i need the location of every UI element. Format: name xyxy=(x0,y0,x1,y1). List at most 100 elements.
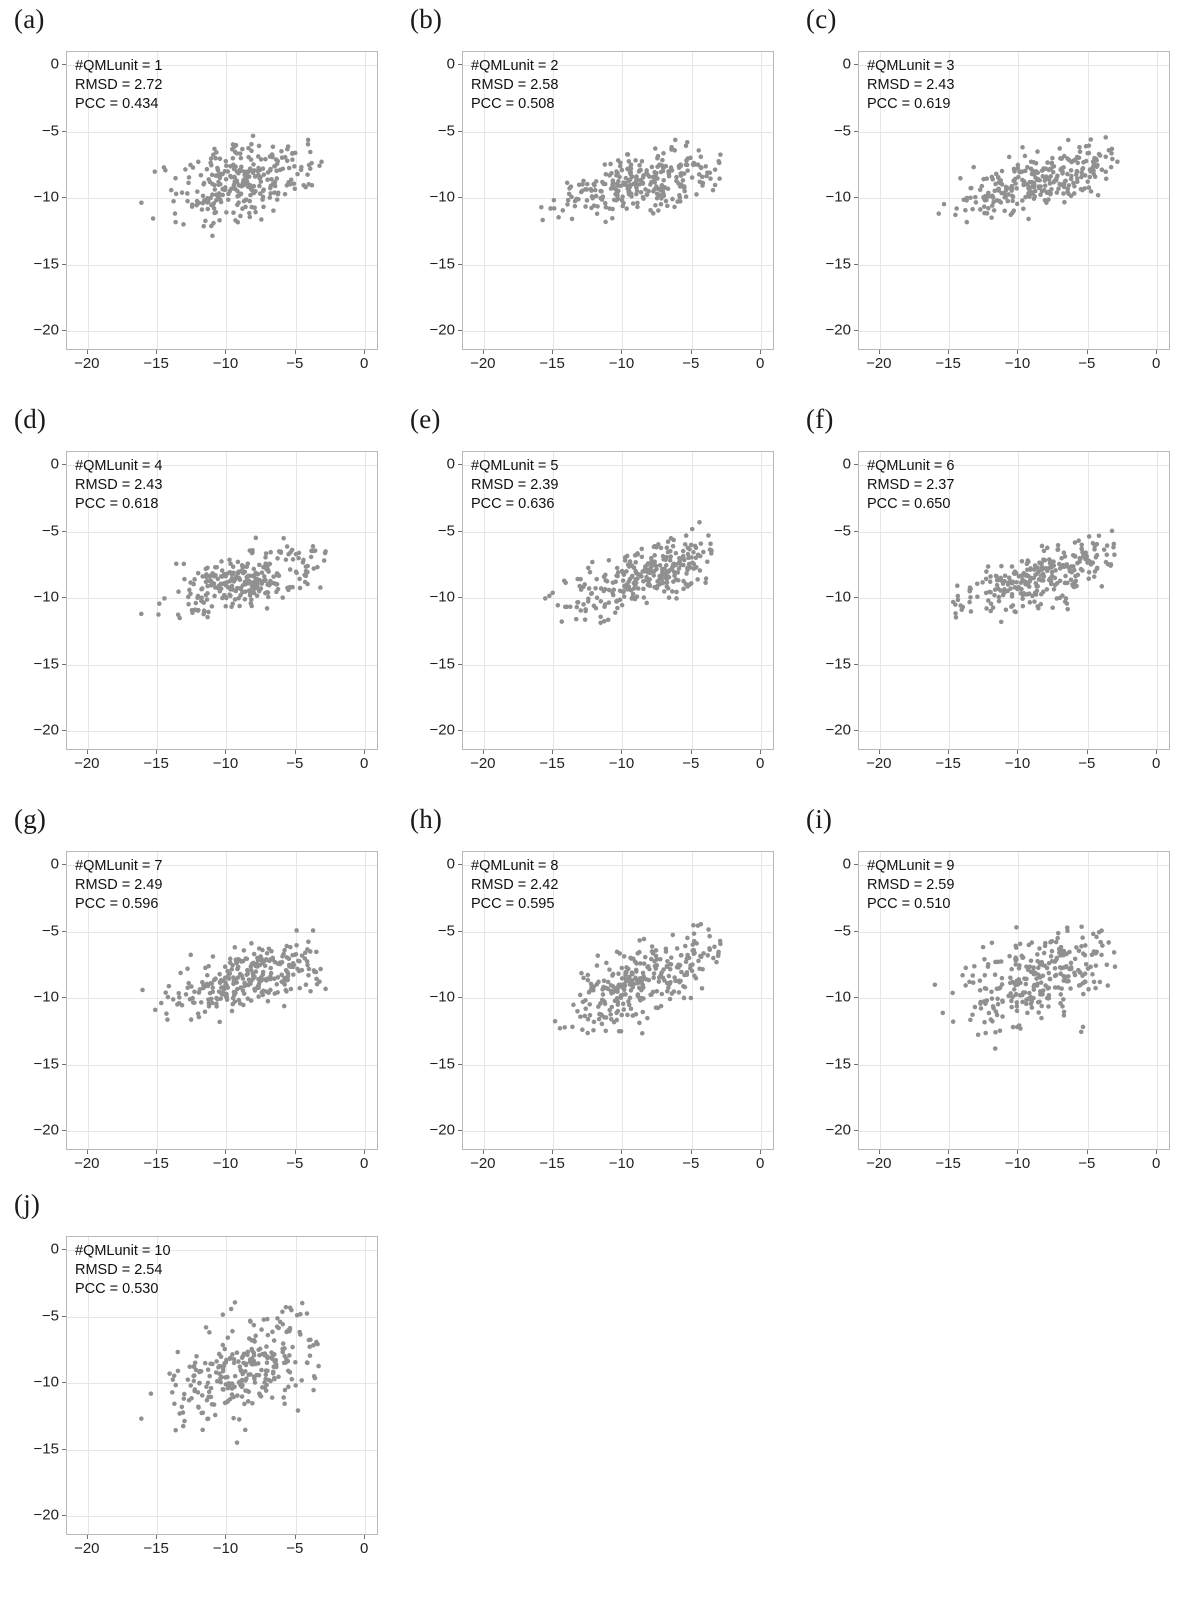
gridline-vertical xyxy=(622,452,624,749)
gridline-vertical xyxy=(87,1237,89,1534)
gridline-vertical xyxy=(553,852,555,1149)
y-tick-label: 0 xyxy=(842,455,851,473)
panel-label: (j) xyxy=(14,1189,41,1219)
plot-frame: #QMLunit = 6 RMSD = 2.37 PCC = 0.650 xyxy=(858,451,1170,750)
scatter-panel-b: (b) #QMLunit = 2 RMSD = 2.58 PCC = 0.508 −20… xyxy=(396,0,797,400)
gridline-vertical xyxy=(295,52,297,349)
x-tick-mark xyxy=(86,1535,88,1539)
x-tick-label: −20 xyxy=(74,355,100,372)
gridline-horizontal xyxy=(463,731,773,733)
y-tick-mark xyxy=(854,930,858,932)
x-tick-mark xyxy=(482,750,484,754)
scatter-points xyxy=(932,924,1118,1051)
x-tick-label: −10 xyxy=(212,755,239,772)
y-tick-label: 0 xyxy=(50,855,59,873)
gridline-vertical xyxy=(157,452,159,749)
x-tick-mark xyxy=(225,750,227,754)
gridline-vertical xyxy=(761,52,763,349)
panel-label: (i) xyxy=(806,804,833,834)
y-tick-label: −5 xyxy=(437,922,455,940)
gridline-vertical xyxy=(157,1237,159,1534)
axes-area: #QMLunit = 10 RMSD = 2.54 PCC = 0.530 −20 −1… xyxy=(34,1236,378,1557)
panel-label: (c) xyxy=(806,4,837,34)
y-tick-mark xyxy=(854,1063,858,1065)
y-tick-mark xyxy=(62,263,66,265)
x-tick-label: −20 xyxy=(470,1155,496,1172)
x-tick-label: 0 xyxy=(1151,1155,1161,1172)
x-tick-mark xyxy=(552,1150,554,1154)
gridline-horizontal xyxy=(67,65,377,67)
gridline-vertical xyxy=(691,852,693,1149)
y-tick-mark xyxy=(62,864,66,866)
y-tick-label: −15 xyxy=(429,655,455,673)
gridline-horizontal xyxy=(67,865,377,867)
scatter-points xyxy=(539,137,723,225)
x-tick-mark xyxy=(690,350,692,354)
gridline-vertical xyxy=(1087,52,1089,349)
y-tick-label: −5 xyxy=(41,122,59,140)
gridline-vertical xyxy=(295,452,297,749)
gridline-horizontal xyxy=(67,1516,377,1518)
gridline-horizontal xyxy=(463,65,773,67)
gridline-horizontal xyxy=(859,1131,1169,1133)
y-tick-label: 0 xyxy=(50,55,59,73)
x-tick-mark xyxy=(1017,1150,1019,1154)
y-tick-label: −10 xyxy=(33,588,59,606)
x-tick-label: −5 xyxy=(1078,355,1096,372)
y-tick-label: −15 xyxy=(825,655,851,673)
y-tick-mark xyxy=(854,64,858,66)
y-tick-mark xyxy=(854,464,858,466)
axes-area: #QMLunit = 8 RMSD = 2.42 PCC = 0.595 −20 −15… xyxy=(430,851,774,1172)
x-tick-mark xyxy=(948,350,950,354)
y-tick-label: 0 xyxy=(50,1240,59,1258)
x-tick-label: −15 xyxy=(935,355,961,372)
gridline-horizontal xyxy=(859,664,1169,666)
y-tick-label: −20 xyxy=(825,1121,851,1139)
gridline-horizontal xyxy=(463,931,773,933)
y-tick-mark xyxy=(62,530,66,532)
axes-area: #QMLunit = 6 RMSD = 2.37 PCC = 0.650 −20 −15… xyxy=(826,451,1170,772)
y-tick-label: 0 xyxy=(446,855,455,873)
gridline-vertical xyxy=(949,852,951,1149)
scatter-points xyxy=(139,1300,321,1445)
gridline-horizontal xyxy=(859,465,1169,467)
x-tick-label: −5 xyxy=(1078,755,1096,772)
plot-frame: #QMLunit = 3 RMSD = 2.43 PCC = 0.619 xyxy=(858,51,1170,350)
x-tick-mark xyxy=(156,1150,158,1154)
y-tick-mark xyxy=(62,197,66,199)
y-tick-mark xyxy=(458,464,462,466)
panel-label: (f) xyxy=(806,404,834,434)
y-tick-mark xyxy=(62,663,66,665)
x-tick-mark xyxy=(482,1150,484,1154)
y-tick-label: −5 xyxy=(833,522,851,540)
gridline-vertical xyxy=(295,852,297,1149)
x-tick-label: −20 xyxy=(74,1540,100,1557)
x-tick-label: −10 xyxy=(608,755,635,772)
y-tick-label: −20 xyxy=(33,1506,59,1524)
gridline-vertical xyxy=(157,52,159,349)
y-tick-mark xyxy=(854,597,858,599)
panel-label: (a) xyxy=(14,4,45,34)
x-tick-mark xyxy=(552,350,554,354)
gridline-vertical xyxy=(553,452,555,749)
y-tick-label: −15 xyxy=(429,255,455,273)
y-tick-mark xyxy=(458,130,462,132)
plot-frame: #QMLunit = 7 RMSD = 2.49 PCC = 0.596 xyxy=(66,851,378,1150)
y-tick-label: −15 xyxy=(825,255,851,273)
y-tick-label: −5 xyxy=(41,922,59,940)
x-tick-label: −10 xyxy=(212,1155,239,1172)
gridline-horizontal xyxy=(463,1131,773,1133)
y-tick-label: −20 xyxy=(429,321,455,339)
gridline-vertical xyxy=(365,852,367,1149)
x-tick-mark xyxy=(156,350,158,354)
x-tick-mark xyxy=(225,350,227,354)
x-tick-label: 0 xyxy=(1151,355,1161,372)
x-tick-label: −10 xyxy=(212,1540,239,1557)
y-tick-label: −5 xyxy=(437,522,455,540)
x-tick-label: −15 xyxy=(935,755,961,772)
x-tick-mark xyxy=(1086,350,1088,354)
x-tick-mark xyxy=(1017,350,1019,354)
gridline-horizontal xyxy=(859,131,1169,133)
y-tick-mark xyxy=(62,330,66,332)
